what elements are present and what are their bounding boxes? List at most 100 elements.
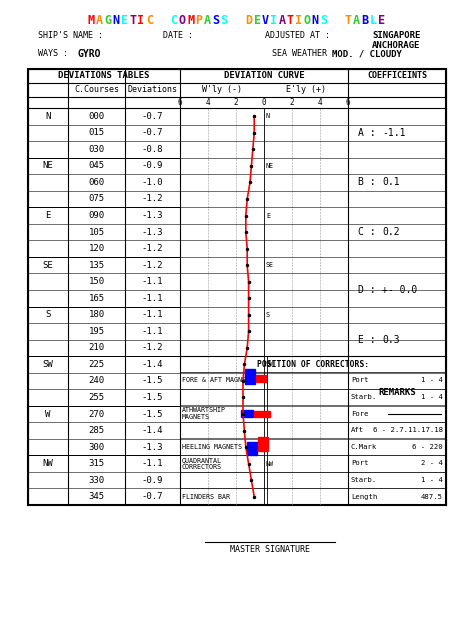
Text: A: A <box>96 13 103 27</box>
Text: T: T <box>287 13 294 27</box>
Text: NW: NW <box>43 459 54 468</box>
Text: C: C <box>146 13 153 27</box>
Text: 6: 6 <box>178 98 182 107</box>
Text: 000: 000 <box>89 112 105 121</box>
Text: +- 0.0: +- 0.0 <box>382 285 417 295</box>
Text: Port: Port <box>351 461 368 466</box>
Text: O: O <box>303 13 310 27</box>
Text: SHIP'S NAME :: SHIP'S NAME : <box>38 30 103 39</box>
Text: 285: 285 <box>89 426 105 435</box>
Text: E :: E : <box>358 334 375 344</box>
Text: A :: A : <box>358 128 375 138</box>
Text: C: C <box>171 13 178 27</box>
Bar <box>246 369 255 384</box>
Text: SE: SE <box>266 262 274 268</box>
Text: MOD. / CLOUDY: MOD. / CLOUDY <box>332 49 402 59</box>
Text: -1.4: -1.4 <box>142 360 163 369</box>
Text: E: E <box>254 13 261 27</box>
Text: 487.5: 487.5 <box>421 494 443 500</box>
Text: NE: NE <box>266 163 274 169</box>
Text: -1.2: -1.2 <box>142 343 163 353</box>
Text: -1.1: -1.1 <box>142 459 163 468</box>
Text: V: V <box>262 13 269 27</box>
Text: S: S <box>266 312 270 318</box>
Text: -1.2: -1.2 <box>142 195 163 204</box>
Text: -1.1: -1.1 <box>142 327 163 336</box>
Text: I: I <box>137 13 145 27</box>
Text: Starb.: Starb. <box>351 477 377 483</box>
Text: GYRO: GYRO <box>78 49 101 59</box>
Text: -1.2: -1.2 <box>142 244 163 253</box>
Bar <box>28 69 446 505</box>
Text: 060: 060 <box>89 178 105 187</box>
Text: I: I <box>295 13 302 27</box>
Text: W'ly (-): W'ly (-) <box>202 85 242 95</box>
Text: 2: 2 <box>290 98 294 107</box>
Text: 1 - 4: 1 - 4 <box>421 477 443 483</box>
Text: Starb.: Starb. <box>351 394 377 400</box>
Text: S: S <box>320 13 327 27</box>
Bar <box>247 442 257 455</box>
Text: N: N <box>266 113 270 119</box>
Text: REMARKS: REMARKS <box>378 388 416 397</box>
Text: SEA WEATHER: SEA WEATHER <box>272 49 327 59</box>
Text: 030: 030 <box>89 145 105 154</box>
Text: 0.1: 0.1 <box>382 178 400 188</box>
Text: QUADRANTAL
CORRECTORS: QUADRANTAL CORRECTORS <box>182 457 222 470</box>
Text: A: A <box>353 13 360 27</box>
Text: DEVIATIONS TABLES: DEVIATIONS TABLES <box>58 71 150 80</box>
Text: 225: 225 <box>89 360 105 369</box>
Text: COEFFICEINTS: COEFFICEINTS <box>367 71 427 80</box>
Text: 105: 105 <box>89 228 105 236</box>
Text: -0.8: -0.8 <box>142 145 163 154</box>
Text: 6 - 2.7.11.17.18: 6 - 2.7.11.17.18 <box>373 427 443 433</box>
Text: 135: 135 <box>89 260 105 270</box>
Text: 300: 300 <box>89 442 105 452</box>
Text: D :: D : <box>358 285 375 295</box>
Text: I: I <box>270 13 277 27</box>
Text: SINGAPORE: SINGAPORE <box>372 30 420 39</box>
Text: D: D <box>246 13 253 27</box>
Text: O: O <box>179 13 186 27</box>
Text: S: S <box>212 13 219 27</box>
Text: -1.1: -1.1 <box>142 294 163 303</box>
Text: E: E <box>46 211 51 220</box>
Text: 1 - 4: 1 - 4 <box>421 394 443 400</box>
Text: 0: 0 <box>262 98 266 107</box>
Text: 210: 210 <box>89 343 105 353</box>
Text: -1.3: -1.3 <box>142 228 163 236</box>
Text: HEELING MAGNETS: HEELING MAGNETS <box>182 444 242 450</box>
Text: Aft: Aft <box>351 427 364 433</box>
Text: 0.2: 0.2 <box>382 227 400 237</box>
Text: G: G <box>104 13 111 27</box>
Text: M: M <box>187 13 194 27</box>
Text: POSITION OF CORRECTORS:: POSITION OF CORRECTORS: <box>257 360 369 368</box>
Text: M: M <box>88 13 95 27</box>
Text: A: A <box>204 13 211 27</box>
Text: W: W <box>46 410 51 418</box>
Text: 165: 165 <box>89 294 105 303</box>
Text: SW: SW <box>266 362 274 367</box>
Bar <box>255 411 270 416</box>
Text: 6: 6 <box>346 98 350 107</box>
Text: 0.3: 0.3 <box>382 334 400 344</box>
Text: E: E <box>266 212 270 219</box>
Text: -1.3: -1.3 <box>142 442 163 452</box>
Text: NW: NW <box>266 461 274 466</box>
Text: T: T <box>129 13 136 27</box>
Text: ATHWARTSHIP
MAGNETS: ATHWARTSHIP MAGNETS <box>182 407 226 420</box>
Text: -1.5: -1.5 <box>142 393 163 402</box>
Text: 2 - 4: 2 - 4 <box>421 461 443 466</box>
Text: 150: 150 <box>89 277 105 286</box>
Text: Port: Port <box>351 377 368 383</box>
Text: -0.9: -0.9 <box>142 161 163 171</box>
Text: P: P <box>195 13 202 27</box>
Text: L: L <box>370 13 377 27</box>
Text: N: N <box>112 13 119 27</box>
Text: W: W <box>266 411 270 417</box>
Bar <box>258 437 268 451</box>
Text: 315: 315 <box>89 459 105 468</box>
Text: C :: C : <box>358 227 375 237</box>
Text: 2: 2 <box>234 98 238 107</box>
Text: -1.1: -1.1 <box>142 277 163 286</box>
